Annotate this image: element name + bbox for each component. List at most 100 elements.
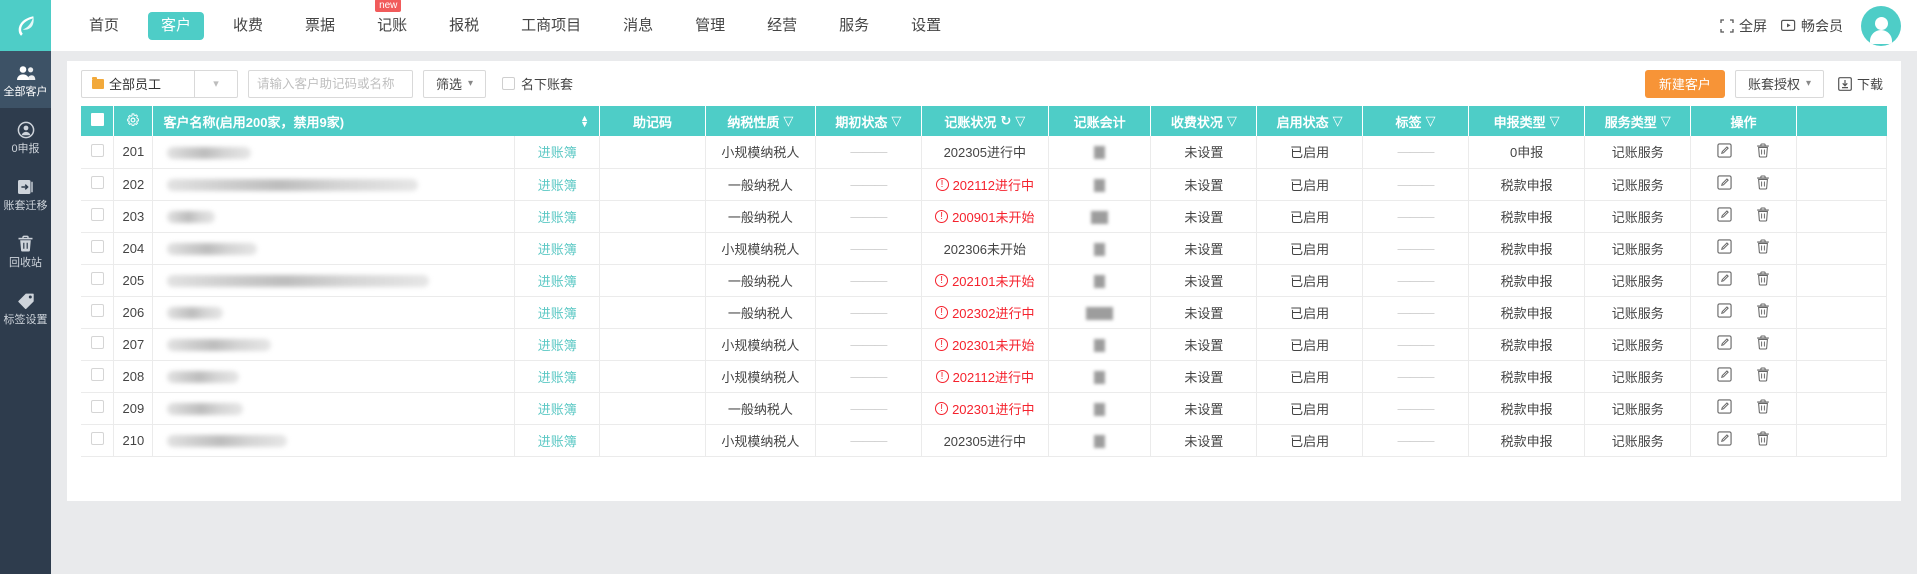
table-row[interactable]: 210 进账簿 小规模纳税人 ——— 202305进行中 未设置 已启用 ——— 税款申报 记账服… bbox=[81, 424, 1888, 457]
table-row[interactable]: 206 进账簿 一般纳税人 ———! 202302进行中 未设置 已启用 ——— 税款申报 记账服… bbox=[81, 296, 1888, 329]
edit-icon[interactable] bbox=[1717, 207, 1732, 225]
nav-item-8[interactable]: 管理 bbox=[682, 12, 738, 40]
employee-select-value-wrap[interactable]: 全部员工 bbox=[82, 71, 194, 97]
delete-icon[interactable] bbox=[1756, 143, 1770, 161]
nav-item-6[interactable]: 工商项目 bbox=[508, 12, 594, 40]
enter-book-link[interactable]: 进账簿 bbox=[537, 369, 577, 385]
table-row[interactable]: 204 进账簿 小规模纳税人 ——— 202306未开始 未设置 已启用 ——— 税款申报 记账服… bbox=[81, 232, 1888, 265]
filter-icon[interactable]: ▽ bbox=[891, 113, 902, 128]
enable-status-header[interactable]: 启用状态 ▽ bbox=[1256, 106, 1364, 136]
row-checkbox-cell[interactable] bbox=[81, 392, 115, 425]
download-button[interactable]: 下载 bbox=[1834, 74, 1887, 93]
nav-item-4[interactable]: 记账 new bbox=[364, 0, 420, 40]
fee-status-header[interactable]: 收费状况 ▽ bbox=[1150, 106, 1258, 136]
new-customer-button[interactable]: 新建客户 bbox=[1644, 69, 1725, 98]
enter-book-link[interactable]: 进账簿 bbox=[537, 209, 577, 225]
table-row[interactable]: 207 进账簿 小规模纳税人 ———! 202301未开始 未设置 已启用 ——— 税款申报 记账… bbox=[81, 328, 1888, 361]
row-checkbox[interactable] bbox=[90, 272, 104, 285]
sidebar-item-book-migration[interactable]: 账套迁移 bbox=[0, 165, 51, 222]
search-input[interactable] bbox=[249, 70, 426, 97]
filter-icon[interactable]: ▽ bbox=[783, 113, 794, 128]
operation-cell[interactable] bbox=[1690, 360, 1797, 393]
sidebar-item-zero-declare[interactable]: 0申报 bbox=[0, 108, 51, 165]
delete-icon[interactable] bbox=[1756, 303, 1770, 321]
enter-book-cell[interactable]: 进账簿 bbox=[514, 264, 601, 297]
delete-icon[interactable] bbox=[1756, 207, 1770, 225]
table-row[interactable]: 202 进账簿 一般纳税人 ———! 202112进行中 未设置 已启用 ——— 税款申报 记账服… bbox=[81, 168, 1888, 201]
edit-icon[interactable] bbox=[1717, 143, 1732, 161]
row-checkbox-cell[interactable] bbox=[81, 360, 115, 393]
operation-cell[interactable] bbox=[1690, 328, 1797, 361]
delete-icon[interactable] bbox=[1756, 399, 1770, 417]
row-checkbox[interactable] bbox=[90, 240, 104, 253]
row-checkbox[interactable] bbox=[90, 400, 104, 413]
edit-icon[interactable] bbox=[1717, 271, 1732, 289]
row-checkbox-cell[interactable] bbox=[81, 264, 115, 297]
row-checkbox[interactable] bbox=[90, 143, 104, 157]
enter-book-link[interactable]: 进账簿 bbox=[537, 401, 577, 417]
edit-icon[interactable] bbox=[1717, 239, 1732, 257]
nav-item-2[interactable]: 收费 bbox=[220, 12, 276, 40]
row-checkbox-cell[interactable] bbox=[81, 296, 115, 329]
declare-type-header[interactable]: 申报类型 ▽ bbox=[1468, 106, 1586, 136]
nav-item-10[interactable]: 服务 bbox=[826, 12, 882, 40]
enter-book-cell[interactable]: 进账簿 bbox=[514, 328, 601, 361]
operation-cell[interactable] bbox=[1690, 232, 1797, 265]
row-checkbox-cell[interactable] bbox=[81, 136, 115, 169]
row-checkbox[interactable] bbox=[90, 336, 104, 349]
book-authorize-button[interactable]: 账套授权 ▾ bbox=[1734, 69, 1824, 98]
nav-item-11[interactable]: 设置 bbox=[898, 12, 954, 40]
member-button[interactable]: 畅会员 bbox=[1781, 16, 1843, 36]
row-checkbox[interactable] bbox=[90, 304, 104, 317]
row-checkbox-cell[interactable] bbox=[81, 168, 115, 201]
enter-book-cell[interactable]: 进账簿 bbox=[514, 232, 601, 265]
enter-book-link[interactable]: 进账簿 bbox=[537, 145, 577, 161]
table-row[interactable]: 203 进账簿 一般纳税人 ———! 200901未开始 未设置 已启用 ——— 税款申报 记账服… bbox=[81, 200, 1888, 233]
service-type-header[interactable]: 服务类型 ▽ bbox=[1584, 106, 1692, 136]
tag-header[interactable]: 标签 ▽ bbox=[1362, 106, 1469, 136]
filter-button[interactable]: 筛选 ▾ bbox=[423, 69, 487, 98]
row-checkbox-cell[interactable] bbox=[81, 424, 115, 457]
employee-select[interactable]: 全部员工 ▾ bbox=[81, 69, 238, 98]
nav-item-1[interactable]: 客户 bbox=[148, 11, 205, 40]
enter-book-link[interactable]: 进账簿 bbox=[537, 241, 577, 257]
enter-book-cell[interactable]: 进账簿 bbox=[514, 136, 601, 169]
edit-icon[interactable] bbox=[1717, 367, 1732, 385]
edit-icon[interactable] bbox=[1717, 431, 1732, 449]
user-avatar[interactable] bbox=[1861, 5, 1901, 46]
edit-icon[interactable] bbox=[1717, 335, 1732, 353]
enter-book-cell[interactable]: 进账簿 bbox=[514, 424, 601, 457]
operation-cell[interactable] bbox=[1690, 392, 1797, 425]
enter-book-cell[interactable]: 进账簿 bbox=[514, 392, 601, 425]
delete-icon[interactable] bbox=[1756, 175, 1770, 193]
nav-item-7[interactable]: 消息 bbox=[610, 12, 666, 40]
nav-item-0[interactable]: 首页 bbox=[76, 12, 132, 40]
filter-icon[interactable]: ▽ bbox=[1660, 113, 1671, 128]
row-checkbox-cell[interactable] bbox=[81, 200, 115, 233]
enter-book-link[interactable]: 进账簿 bbox=[537, 337, 577, 353]
operation-cell[interactable] bbox=[1690, 264, 1797, 297]
refresh-icon[interactable]: ↻ bbox=[1000, 113, 1012, 128]
bookkeeping-status-header[interactable]: 记账状况 ↻ ▽ bbox=[921, 106, 1049, 136]
nav-item-5[interactable]: 报税 bbox=[436, 12, 492, 40]
enter-book-link[interactable]: 进账簿 bbox=[537, 433, 577, 449]
sort-icon[interactable]: ▲ ▼ bbox=[580, 113, 590, 129]
operation-cell[interactable] bbox=[1690, 136, 1797, 169]
initial-status-header[interactable]: 期初状态 ▽ bbox=[815, 106, 922, 136]
search-box[interactable] bbox=[248, 69, 441, 98]
sidebar-item-recycle-bin[interactable]: 回收站 bbox=[0, 222, 51, 279]
select-all-header[interactable] bbox=[81, 106, 115, 136]
table-row[interactable]: 201 进账簿 小规模纳税人 ——— 202305进行中 未设置 已启用 ——— 0申报 记账服务 bbox=[81, 136, 1888, 169]
row-checkbox[interactable] bbox=[90, 176, 104, 189]
enter-book-cell[interactable]: 进账簿 bbox=[514, 200, 601, 233]
delete-icon[interactable] bbox=[1756, 239, 1770, 257]
operation-cell[interactable] bbox=[1690, 168, 1797, 201]
edit-icon[interactable] bbox=[1717, 303, 1732, 321]
delete-icon[interactable] bbox=[1756, 367, 1770, 385]
enter-book-link[interactable]: 进账簿 bbox=[537, 273, 577, 289]
edit-icon[interactable] bbox=[1717, 399, 1732, 417]
operation-cell[interactable] bbox=[1690, 200, 1797, 233]
delete-icon[interactable] bbox=[1756, 335, 1770, 353]
row-checkbox-cell[interactable] bbox=[81, 328, 115, 361]
table-row[interactable]: 205 进账簿 一般纳税人 ———! 202101未开始 未设置 已启用 ——— 税款申报 记账服… bbox=[81, 264, 1888, 297]
